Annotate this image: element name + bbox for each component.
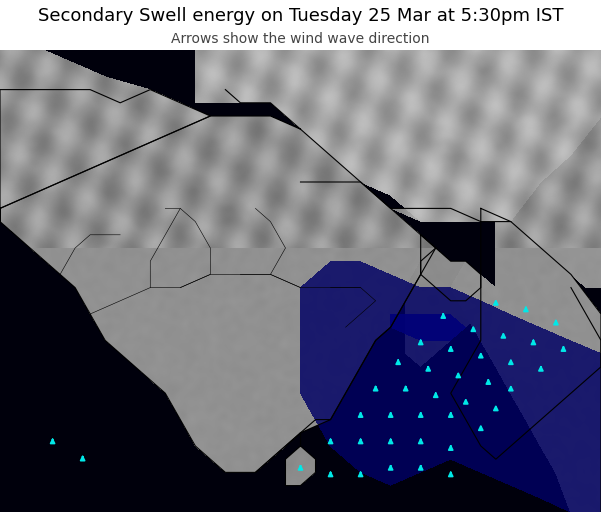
Text: Secondary Swell energy on Tuesday 25 Mar at 5:30pm IST: Secondary Swell energy on Tuesday 25 Mar… xyxy=(38,7,563,25)
Text: Arrows show the wind wave direction: Arrows show the wind wave direction xyxy=(171,32,430,46)
